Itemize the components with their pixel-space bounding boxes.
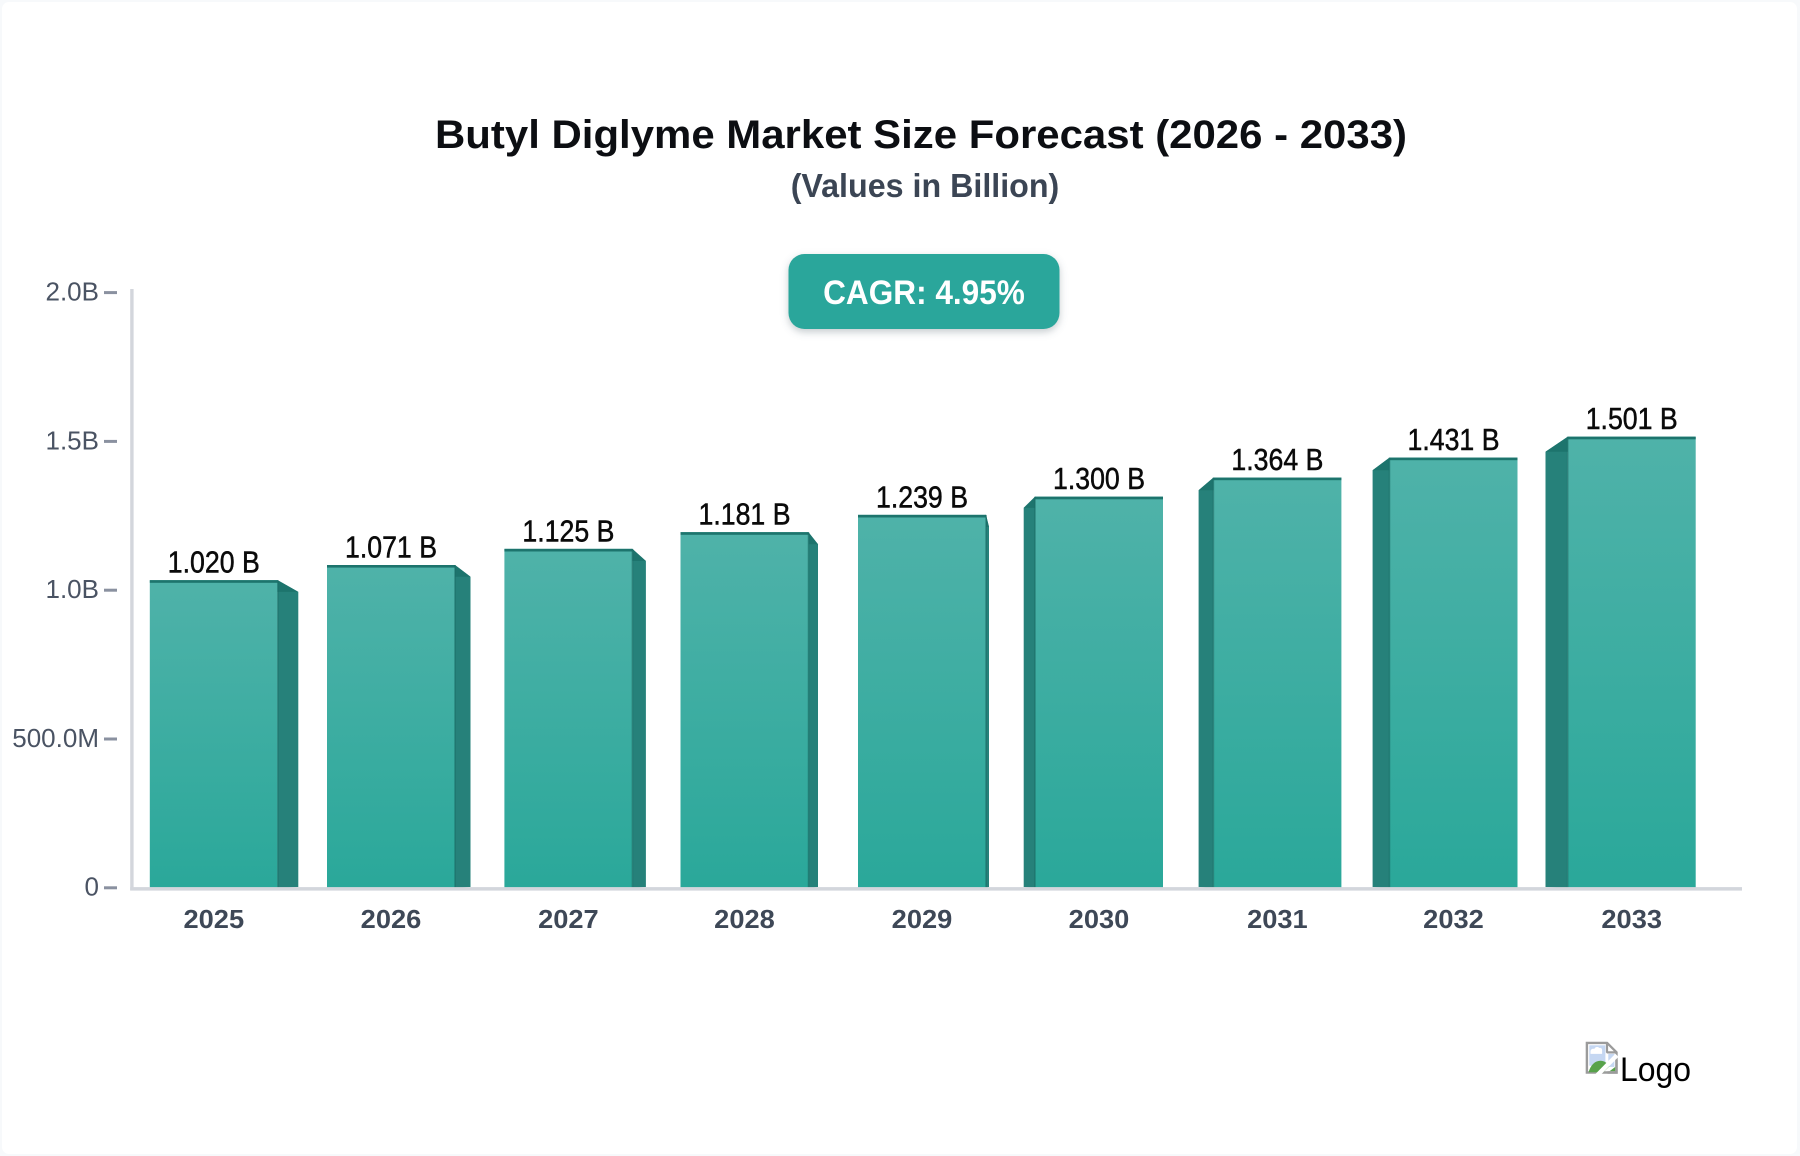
svg-text:2031: 2031 [1247, 904, 1308, 934]
svg-text:1.125 B: 1.125 B [522, 513, 614, 548]
svg-text:2032: 2032 [1423, 904, 1484, 934]
svg-text:1.239 B: 1.239 B [876, 479, 968, 514]
svg-text:2028: 2028 [714, 904, 775, 934]
svg-text:(Values in Billion): (Values in Billion) [791, 167, 1060, 204]
svg-text:1.0B: 1.0B [46, 574, 100, 604]
svg-text:1.431 B: 1.431 B [1408, 422, 1500, 457]
svg-text:2027: 2027 [538, 904, 599, 934]
svg-text:2026: 2026 [361, 904, 422, 934]
svg-text:Butyl Diglyme Market Size Fore: Butyl Diglyme Market Size Forecast (2026… [435, 113, 1407, 157]
svg-text:CAGR: 4.95%: CAGR: 4.95% [823, 274, 1025, 312]
svg-text:1.501 B: 1.501 B [1586, 401, 1678, 436]
svg-text:1.071 B: 1.071 B [345, 530, 437, 565]
svg-text:1.020 B: 1.020 B [168, 545, 260, 580]
svg-text:2025: 2025 [184, 904, 245, 934]
svg-text:1.300 B: 1.300 B [1053, 461, 1145, 496]
svg-text:2029: 2029 [892, 904, 953, 934]
svg-text:2.0B: 2.0B [46, 277, 100, 307]
svg-text:2033: 2033 [1601, 904, 1662, 934]
svg-text:2030: 2030 [1069, 904, 1130, 934]
svg-text:500.0M: 500.0M [12, 723, 99, 753]
svg-text:1.364 B: 1.364 B [1231, 442, 1323, 477]
svg-text:1.181 B: 1.181 B [699, 497, 791, 532]
svg-text:Logo: Logo [1620, 1051, 1691, 1089]
svg-text:0: 0 [85, 872, 99, 902]
svg-text:1.5B: 1.5B [46, 425, 100, 455]
